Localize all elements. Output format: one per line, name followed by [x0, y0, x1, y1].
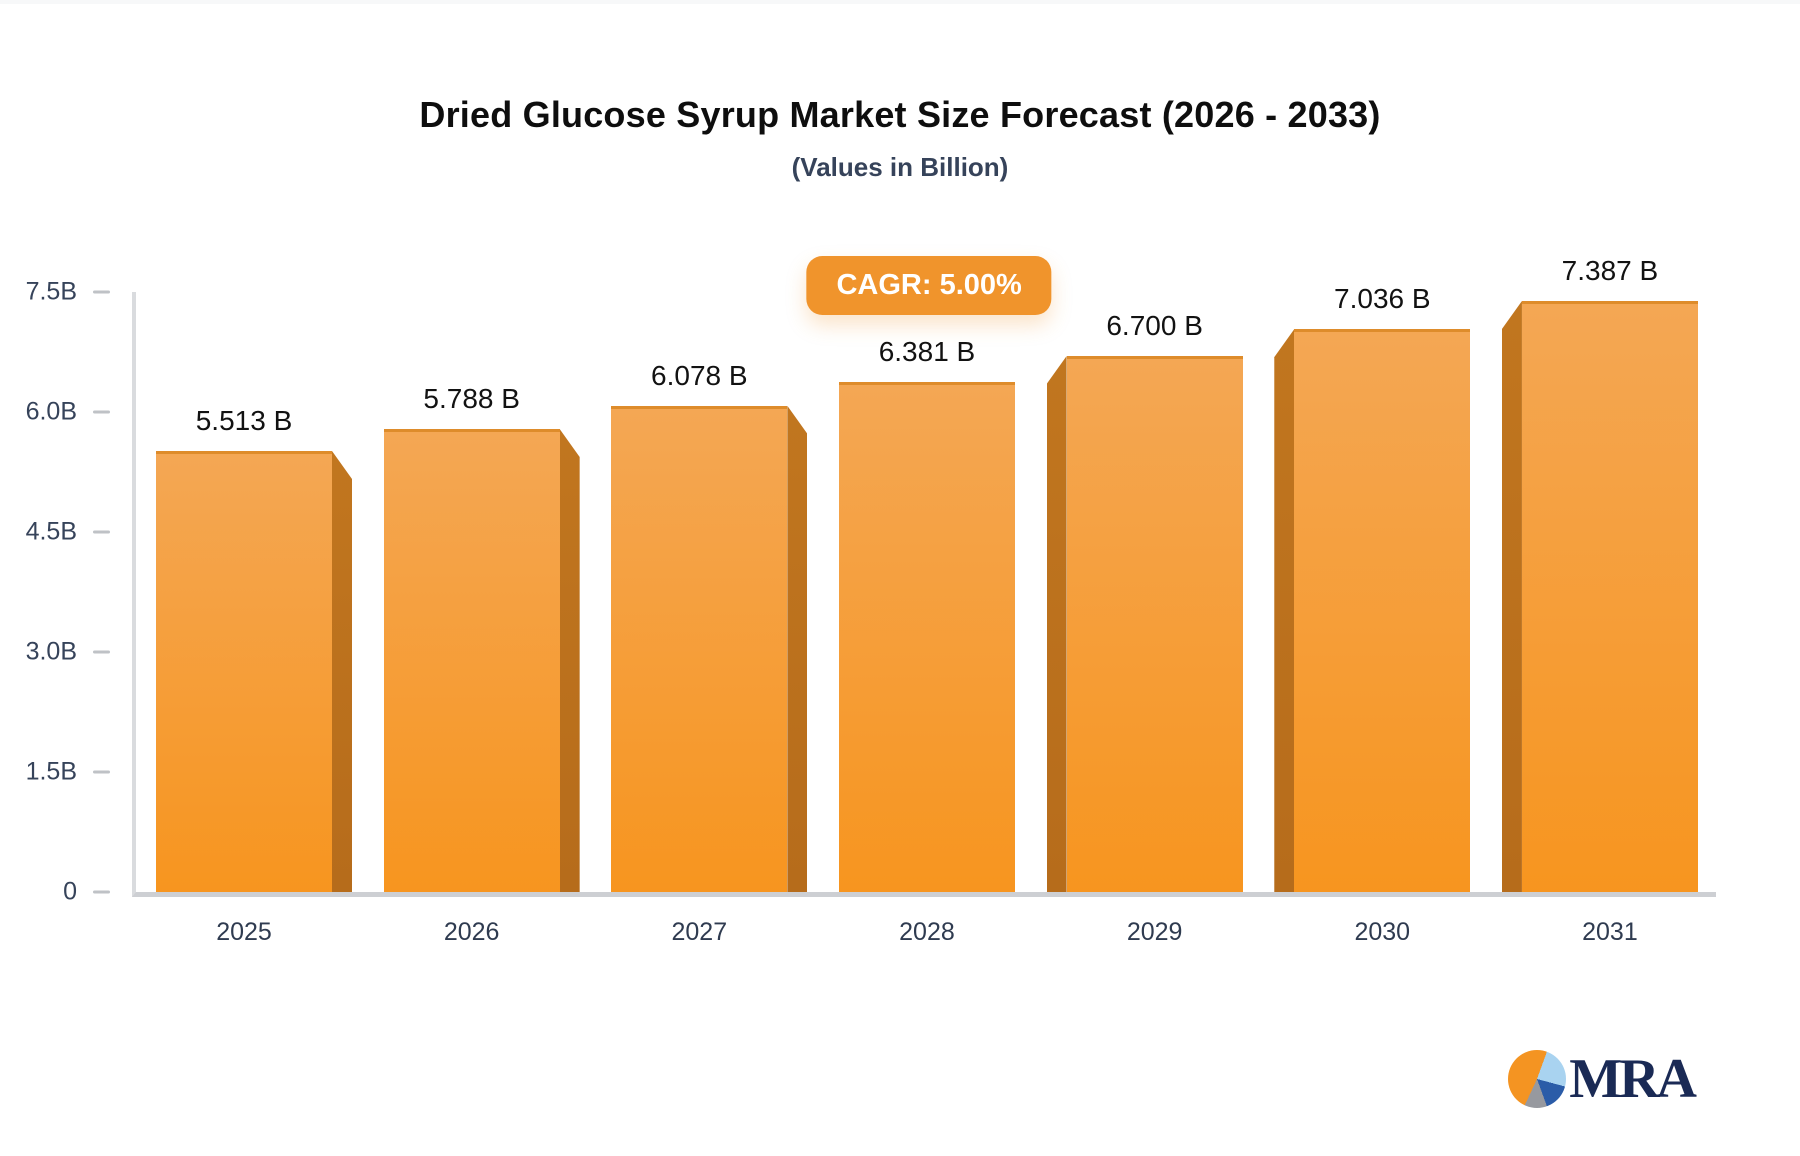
x-axis-label: 2027 — [671, 918, 728, 946]
y-axis-tick: 7.5B — [26, 278, 110, 307]
chart-subtitle: (Values in Billion) — [791, 152, 1009, 182]
pie-chart-logo-icon — [1508, 1050, 1567, 1108]
y-axis-tick-label: 7.5B — [25, 277, 77, 306]
bar-group: 7.036 B 2030 — [1274, 283, 1471, 946]
bar[interactable] — [1066, 356, 1243, 892]
bar-side-face — [1274, 329, 1295, 892]
logo-text: MRA — [1569, 1048, 1697, 1110]
chart-title: Dried Glucose Syrup Market Size Forecast… — [419, 94, 1381, 135]
bar-value-label: 7.387 B — [1561, 255, 1659, 287]
y-axis-tick: 1.5B — [26, 758, 110, 787]
y-axis-tick: 3.0B — [26, 638, 110, 667]
x-axis-label: 2030 — [1354, 918, 1411, 946]
bar-group: 6.700 B 2029 — [1046, 292, 1243, 946]
y-axis-tick-label: 3.0B — [25, 637, 77, 666]
bar-group: 5.513 B 2025 — [156, 292, 352, 946]
bar[interactable] — [838, 381, 1015, 892]
y-axis-tick-label: 4.5B — [25, 517, 77, 546]
y-axis-tick: 0 — [63, 878, 110, 907]
bars: 5.513 B 2025 5.788 B 2026 6.078 B 2027 6.381 B… — [136, 255, 1716, 946]
bar-value-label: 6.078 B — [651, 359, 748, 391]
x-axis-label: 2026 — [443, 918, 500, 946]
bar-chart-plot-area: 5.513 B 2025 5.788 B 2026 6.078 B 2027 6.381 B… — [132, 255, 1716, 946]
bar-side-face — [332, 450, 352, 892]
x-axis-label: 2031 — [1582, 918, 1638, 946]
bar-value-label: 6.700 B — [1106, 310, 1203, 341]
bar-value-label: 7.036 B — [1334, 283, 1431, 315]
bar[interactable] — [156, 450, 332, 892]
mra-logo: MRA — [1508, 1048, 1697, 1110]
x-axis-label: 2029 — [1126, 918, 1183, 946]
x-axis-label: 2028 — [899, 918, 955, 946]
y-axis-tick-mark — [93, 770, 110, 774]
bar-value-label: 5.513 B — [195, 404, 293, 436]
bar[interactable] — [611, 405, 788, 892]
y-axis-tick-mark — [93, 890, 110, 894]
bar[interactable] — [1521, 301, 1698, 892]
bar-value-label: 5.788 B — [423, 382, 520, 414]
bar-group: 7.387 B 2031 — [1501, 255, 1698, 946]
bar[interactable] — [383, 428, 560, 892]
bar[interactable] — [1294, 329, 1471, 892]
cagr-badge: CAGR: 5.00% — [806, 256, 1052, 315]
bar-group: 6.381 B 2028 — [838, 292, 1015, 946]
y-axis-tick-mark — [93, 410, 110, 414]
y-axis-tick-label: 0 — [63, 877, 77, 906]
bar-group: 6.078 B 2027 — [611, 292, 808, 946]
y-axis-tick-mark — [93, 290, 110, 294]
bar-group: 5.788 B 2026 — [383, 292, 580, 946]
y-axis-ticks: 0 1.5B 3.0B 4.5B 6.0B 7.5B — [0, 278, 128, 906]
bar-side-face — [1046, 356, 1067, 892]
y-axis-tick-mark — [93, 650, 110, 654]
y-axis-tick: 4.5B — [26, 518, 110, 547]
y-axis-tick-label: 1.5B — [25, 757, 77, 786]
y-axis-tick: 6.0B — [26, 398, 110, 427]
bar-side-face — [559, 428, 580, 892]
y-axis-tick-label: 6.0B — [25, 397, 77, 426]
bar-value-label: 6.381 B — [878, 335, 976, 367]
bar-side-face — [787, 405, 808, 892]
y-axis-tick-mark — [93, 530, 110, 534]
bar-side-face — [1501, 301, 1522, 892]
x-axis-label: 2025 — [216, 918, 272, 946]
